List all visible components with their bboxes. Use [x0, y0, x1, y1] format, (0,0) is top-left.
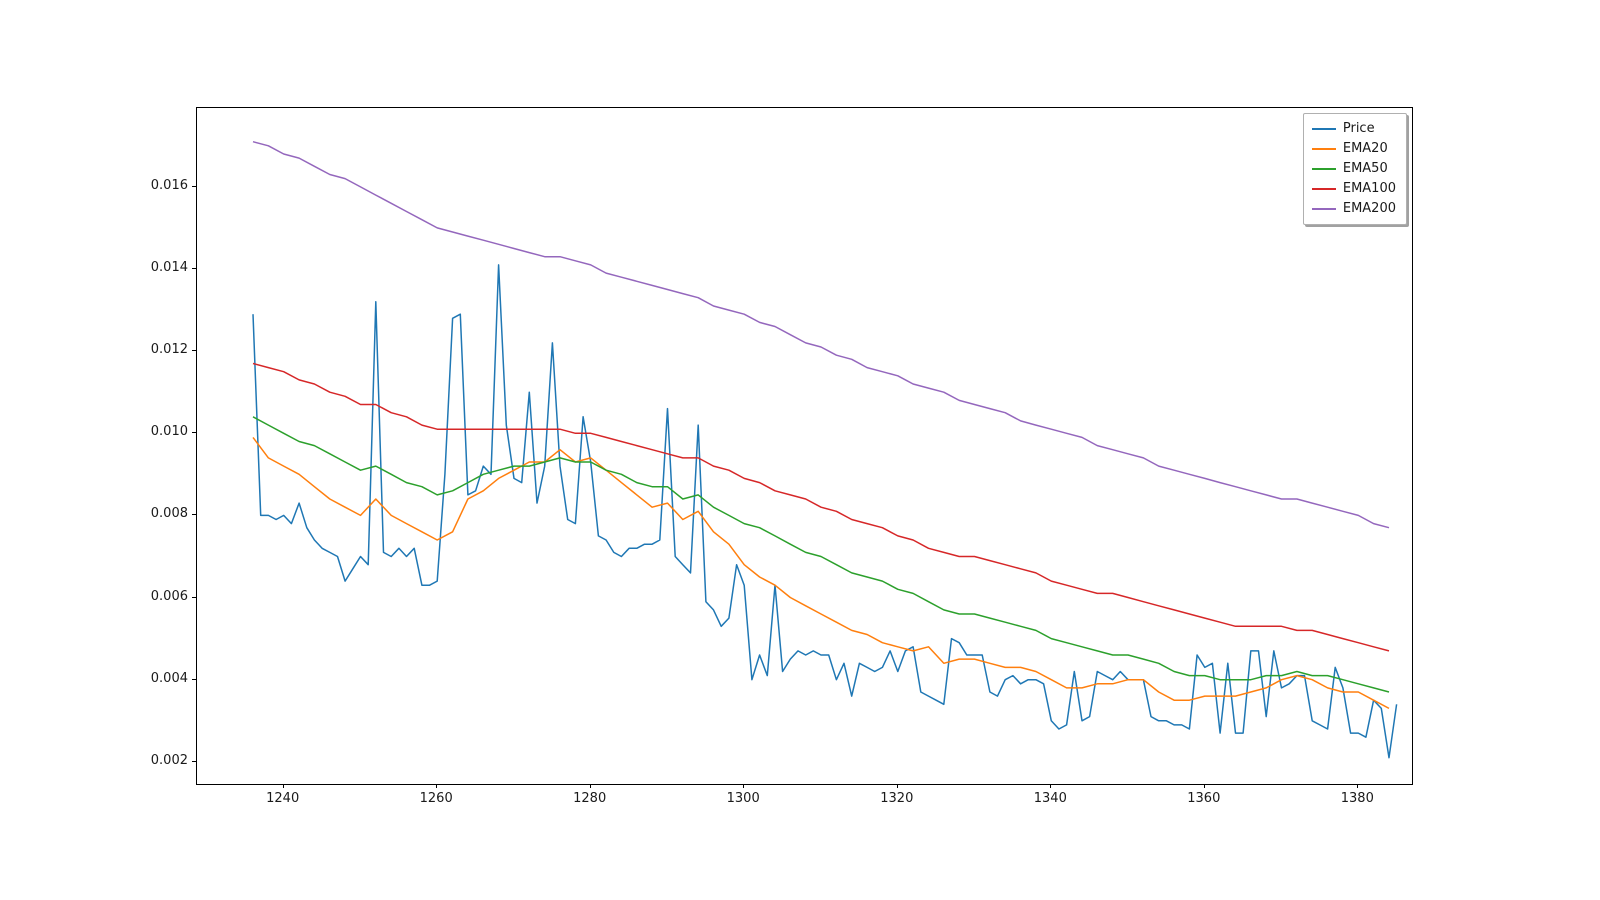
legend-swatch-ema20	[1311, 148, 1336, 150]
x-tick-label: 1300	[726, 791, 760, 806]
legend-swatch-ema50	[1311, 168, 1336, 170]
y-tick-label: 0.008	[150, 506, 188, 522]
x-tick-label: 1280	[573, 791, 607, 806]
series-svg	[252, 140, 1398, 759]
y-tick-label: 0.010	[150, 424, 188, 440]
legend-item-ema50: EMA50	[1311, 159, 1396, 179]
series-line-ema100	[252, 362, 1390, 652]
legend-swatch-ema200	[1311, 208, 1336, 210]
y-tick-label: 0.006	[150, 588, 188, 604]
y-tick-label: 0.002	[150, 752, 188, 768]
x-tick-label: 1380	[1340, 791, 1374, 806]
series-line-ema50	[252, 416, 1390, 693]
legend-item-ema20: EMA20	[1311, 139, 1396, 159]
legend-item-ema200: EMA200	[1311, 199, 1396, 219]
y-tick-label: 0.014	[150, 260, 188, 275]
x-tick-label: 1260	[419, 791, 453, 806]
legend: Price EMA20 EMA50 EMA100 EMA200	[1302, 113, 1407, 225]
y-tick-label: 0.004	[150, 670, 188, 686]
x-tick-label: 1360	[1187, 791, 1221, 806]
series-line-price	[252, 264, 1398, 759]
legend-item-ema100: EMA100	[1311, 179, 1396, 199]
y-tick-label: 0.016	[150, 177, 188, 193]
series-line-ema200	[252, 140, 1390, 529]
legend-swatch-price	[1311, 128, 1336, 130]
y-tick-label: 0.012	[150, 342, 188, 358]
series-line-ema20	[252, 436, 1390, 710]
legend-label: EMA200	[1342, 201, 1396, 216]
plot-area: Price EMA20 EMA50 EMA100 EMA200	[196, 107, 1413, 785]
legend-swatch-ema100	[1311, 188, 1336, 190]
x-tick-label: 1320	[880, 791, 914, 806]
legend-label: Price	[1342, 121, 1375, 136]
legend-label: EMA20	[1342, 141, 1388, 156]
legend-label: EMA50	[1342, 161, 1388, 176]
x-tick-label: 1240	[266, 791, 300, 806]
legend-item-price: Price	[1311, 119, 1396, 139]
legend-label: EMA100	[1342, 181, 1396, 196]
x-tick-label: 1340	[1033, 791, 1067, 806]
